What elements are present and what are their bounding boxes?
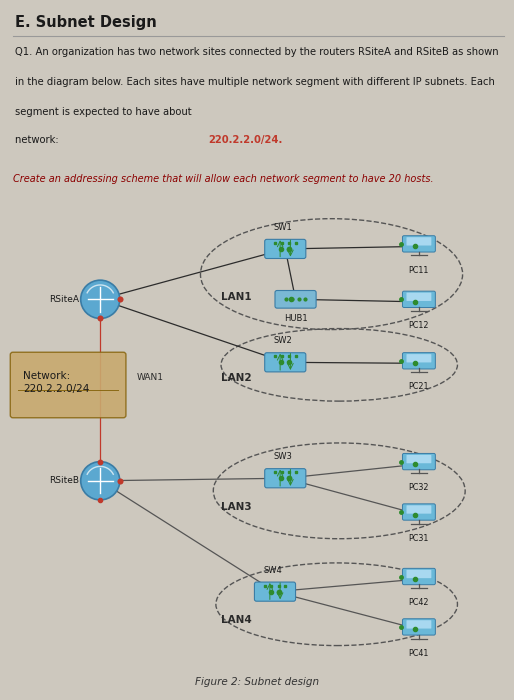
FancyBboxPatch shape bbox=[10, 352, 126, 418]
Text: SW2: SW2 bbox=[273, 336, 292, 345]
FancyBboxPatch shape bbox=[402, 236, 435, 252]
Text: in the diagram below. Each sites have multiple network segment with different IP: in the diagram below. Each sites have mu… bbox=[15, 77, 495, 87]
FancyBboxPatch shape bbox=[402, 619, 435, 635]
Circle shape bbox=[81, 461, 120, 500]
Text: PC11: PC11 bbox=[409, 265, 429, 274]
Text: Figure 2: Subnet design: Figure 2: Subnet design bbox=[195, 678, 319, 687]
Text: SW3: SW3 bbox=[273, 452, 292, 461]
Text: segment is expected to have about: segment is expected to have about bbox=[15, 106, 195, 117]
FancyBboxPatch shape bbox=[402, 353, 435, 369]
Text: network:: network: bbox=[15, 134, 62, 144]
Text: LAN2: LAN2 bbox=[221, 373, 252, 384]
Text: LAN4: LAN4 bbox=[221, 615, 252, 625]
Text: LAN3: LAN3 bbox=[221, 502, 252, 512]
Text: PC31: PC31 bbox=[409, 533, 429, 542]
FancyBboxPatch shape bbox=[254, 582, 296, 601]
Text: HUB1: HUB1 bbox=[284, 314, 307, 323]
FancyBboxPatch shape bbox=[265, 469, 306, 488]
FancyBboxPatch shape bbox=[407, 237, 431, 246]
Text: Q1. An organization has two network sites connected by the routers RSiteA and RS: Q1. An organization has two network site… bbox=[15, 47, 499, 57]
FancyBboxPatch shape bbox=[402, 504, 435, 520]
FancyBboxPatch shape bbox=[265, 239, 306, 258]
Text: PC21: PC21 bbox=[409, 382, 429, 391]
Text: Create an addressing scheme that will allow each network segment to have 20 host: Create an addressing scheme that will al… bbox=[13, 174, 433, 184]
FancyBboxPatch shape bbox=[407, 455, 431, 463]
Text: PC41: PC41 bbox=[409, 649, 429, 657]
Text: PC12: PC12 bbox=[409, 321, 429, 330]
FancyBboxPatch shape bbox=[407, 354, 431, 363]
Text: RSiteB: RSiteB bbox=[49, 476, 79, 485]
FancyBboxPatch shape bbox=[265, 353, 306, 372]
Text: PC42: PC42 bbox=[409, 598, 429, 607]
FancyBboxPatch shape bbox=[407, 620, 431, 629]
FancyBboxPatch shape bbox=[275, 290, 316, 308]
Text: 220.2.2.0/24.: 220.2.2.0/24. bbox=[209, 134, 283, 144]
Text: SW4: SW4 bbox=[263, 566, 282, 575]
Text: Network:
220.2.2.0/24: Network: 220.2.2.0/24 bbox=[23, 371, 89, 394]
FancyBboxPatch shape bbox=[402, 291, 435, 307]
FancyBboxPatch shape bbox=[407, 293, 431, 301]
Text: SW1: SW1 bbox=[273, 223, 292, 232]
FancyBboxPatch shape bbox=[407, 570, 431, 578]
FancyBboxPatch shape bbox=[407, 505, 431, 514]
Text: E. Subnet Design: E. Subnet Design bbox=[15, 15, 157, 30]
FancyBboxPatch shape bbox=[402, 454, 435, 470]
Text: RSiteA: RSiteA bbox=[49, 295, 79, 304]
Circle shape bbox=[81, 280, 120, 318]
FancyBboxPatch shape bbox=[402, 568, 435, 584]
Text: LAN1: LAN1 bbox=[221, 292, 252, 302]
Text: PC32: PC32 bbox=[409, 483, 429, 492]
Text: WAN1: WAN1 bbox=[136, 373, 163, 382]
